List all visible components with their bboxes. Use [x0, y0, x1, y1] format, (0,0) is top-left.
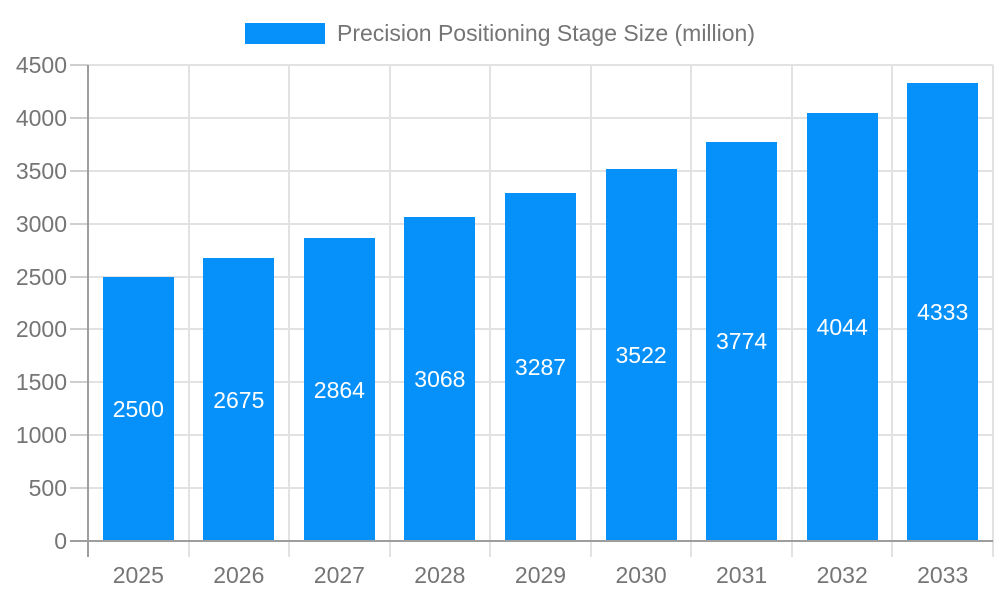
- vertical-gridline: [288, 65, 291, 557]
- bar-2025[interactable]: [102, 276, 174, 540]
- bar-value-label: 3522: [615, 341, 667, 368]
- bar-value-label: 4333: [917, 298, 969, 325]
- y-axis-tick: [70, 169, 88, 172]
- bar-2033[interactable]: [907, 82, 979, 540]
- horizontal-gridline: [88, 169, 993, 172]
- vertical-gridline: [891, 65, 894, 557]
- x-axis-tick-label: 2028: [414, 562, 466, 588]
- bar-2028[interactable]: [404, 216, 476, 540]
- y-axis-tick-label: 3000: [15, 210, 67, 237]
- y-axis-tick-label: 4500: [15, 52, 67, 78]
- x-axis-tick-label: 2029: [514, 562, 567, 588]
- x-axis-tick-label: 2032: [816, 562, 868, 588]
- x-axis-tick-label: 2033: [917, 562, 969, 588]
- horizontal-gridline: [88, 116, 993, 119]
- vertical-gridline: [992, 65, 994, 557]
- chart-legend-item[interactable]: Precision Positioning Stage Size (millio…: [0, 20, 1000, 47]
- y-axis-tick-label: 500: [28, 475, 67, 502]
- bar-value-label: 3287: [514, 354, 567, 381]
- legend-label: Precision Positioning Stage Size (millio…: [336, 20, 756, 46]
- bar-2031[interactable]: [706, 141, 778, 540]
- vertical-gridline: [589, 65, 592, 557]
- y-axis-tick: [70, 434, 88, 437]
- horizontal-gridline: [88, 64, 993, 66]
- vertical-gridline: [690, 65, 693, 557]
- y-axis-tick: [70, 64, 88, 66]
- y-axis-tick: [70, 116, 88, 119]
- vertical-gridline: [790, 65, 793, 557]
- y-axis-tick-label: 2000: [15, 316, 67, 343]
- x-axis-line: [70, 540, 993, 542]
- bar-2032[interactable]: [806, 113, 878, 540]
- y-axis-line: [87, 65, 89, 557]
- x-axis-tick-label: 2030: [615, 562, 667, 588]
- bar-value-label: 3068: [414, 365, 466, 392]
- x-axis-tick-label: 2031: [716, 562, 768, 588]
- bar-2029[interactable]: [505, 193, 576, 540]
- bar-value-label: 2675: [213, 386, 265, 413]
- bar-2026[interactable]: [203, 258, 275, 540]
- y-axis-tick: [70, 328, 88, 331]
- bar-value-label: 2864: [313, 376, 365, 403]
- y-axis-tick-label: 1000: [15, 422, 67, 449]
- bar-2027[interactable]: [303, 238, 375, 540]
- x-axis-tick-label: 2027: [313, 562, 365, 588]
- y-axis-tick-label: 3500: [15, 157, 67, 184]
- y-axis-tick-label: 1500: [15, 369, 67, 396]
- vertical-gridline: [187, 65, 190, 557]
- bar-2030[interactable]: [605, 168, 677, 540]
- bar-value-label: 3774: [716, 328, 768, 355]
- bar-value-label: 4044: [816, 314, 868, 341]
- vertical-gridline: [388, 65, 391, 557]
- legend-swatch: [244, 23, 325, 44]
- x-axis-tick-label: 2026: [213, 562, 265, 588]
- bar-value-label: 2500: [112, 395, 164, 422]
- y-axis-tick: [70, 222, 88, 225]
- y-axis-tick-label: 0: [54, 528, 67, 554]
- x-axis-tick-label: 2025: [112, 562, 164, 588]
- y-axis-tick: [70, 381, 88, 384]
- vertical-gridline: [489, 65, 492, 557]
- y-axis-tick: [70, 275, 88, 278]
- y-axis-tick: [70, 487, 88, 490]
- y-axis-tick-label: 2500: [15, 263, 67, 290]
- y-axis-tick-label: 4000: [15, 104, 67, 131]
